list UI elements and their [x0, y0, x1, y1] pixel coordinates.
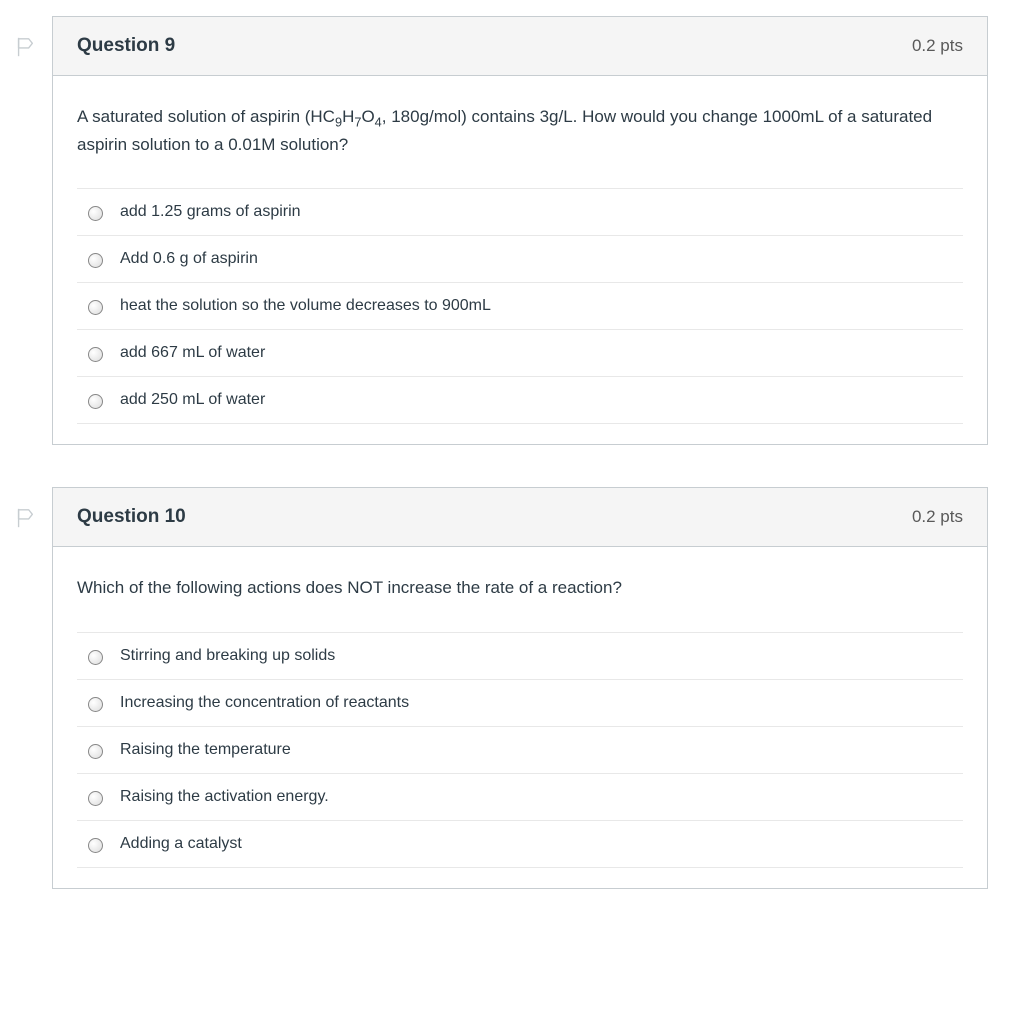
question-body: A saturated solution of aspirin (HC9H7O4…: [53, 76, 987, 444]
question-header: Question 10 0.2 pts: [53, 488, 987, 547]
question-points: 0.2 pts: [912, 36, 963, 56]
question-prompt: A saturated solution of aspirin (HC9H7O4…: [77, 104, 963, 158]
option-row[interactable]: Stirring and breaking up solids: [77, 632, 963, 679]
question-body: Which of the following actions does NOT …: [53, 547, 987, 887]
option-radio[interactable]: [88, 206, 103, 221]
option-radio[interactable]: [88, 791, 103, 806]
option-label: heat the solution so the volume decrease…: [120, 297, 491, 315]
options-list: Stirring and breaking up solids Increasin…: [77, 632, 963, 868]
option-label: Raising the activation energy.: [120, 788, 329, 806]
option-label: add 250 mL of water: [120, 391, 265, 409]
option-row[interactable]: add 250 mL of water: [77, 376, 963, 424]
option-radio[interactable]: [88, 347, 103, 362]
option-radio[interactable]: [88, 838, 103, 853]
question-header: Question 9 0.2 pts: [53, 17, 987, 76]
option-row[interactable]: Raising the activation energy.: [77, 773, 963, 820]
option-label: Add 0.6 g of aspirin: [120, 250, 258, 268]
option-label: add 1.25 grams of aspirin: [120, 203, 301, 221]
options-list: add 1.25 grams of aspirin Add 0.6 g of as…: [77, 188, 963, 424]
option-row[interactable]: Increasing the concentration of reactant…: [77, 679, 963, 726]
option-label: Increasing the concentration of reactant…: [120, 694, 409, 712]
flag-icon[interactable]: [15, 36, 35, 58]
question-points: 0.2 pts: [912, 507, 963, 527]
option-radio[interactable]: [88, 394, 103, 409]
option-label: Adding a catalyst: [120, 835, 242, 853]
option-row[interactable]: Add 0.6 g of aspirin: [77, 235, 963, 282]
option-label: add 667 mL of water: [120, 344, 265, 362]
option-row[interactable]: add 667 mL of water: [77, 329, 963, 376]
option-label: Stirring and breaking up solids: [120, 647, 335, 665]
option-radio[interactable]: [88, 744, 103, 759]
question-card: Question 9 0.2 pts A saturated solution of…: [52, 16, 988, 445]
option-row[interactable]: heat the solution so the volume decrease…: [77, 282, 963, 329]
option-radio[interactable]: [88, 650, 103, 665]
option-radio[interactable]: [88, 697, 103, 712]
question-title: Question 10: [77, 506, 186, 528]
question-block: Question 10 0.2 pts Which of the following…: [16, 487, 988, 888]
question-title: Question 9: [77, 35, 175, 57]
question-card: Question 10 0.2 pts Which of the following…: [52, 487, 988, 888]
option-row[interactable]: add 1.25 grams of aspirin: [77, 188, 963, 235]
option-row[interactable]: Adding a catalyst: [77, 820, 963, 868]
option-radio[interactable]: [88, 253, 103, 268]
question-prompt: Which of the following actions does NOT …: [77, 575, 963, 601]
option-row[interactable]: Raising the temperature: [77, 726, 963, 773]
question-block: Question 9 0.2 pts A saturated solution of…: [16, 16, 988, 445]
flag-icon[interactable]: [15, 507, 35, 529]
option-radio[interactable]: [88, 300, 103, 315]
option-label: Raising the temperature: [120, 741, 291, 759]
